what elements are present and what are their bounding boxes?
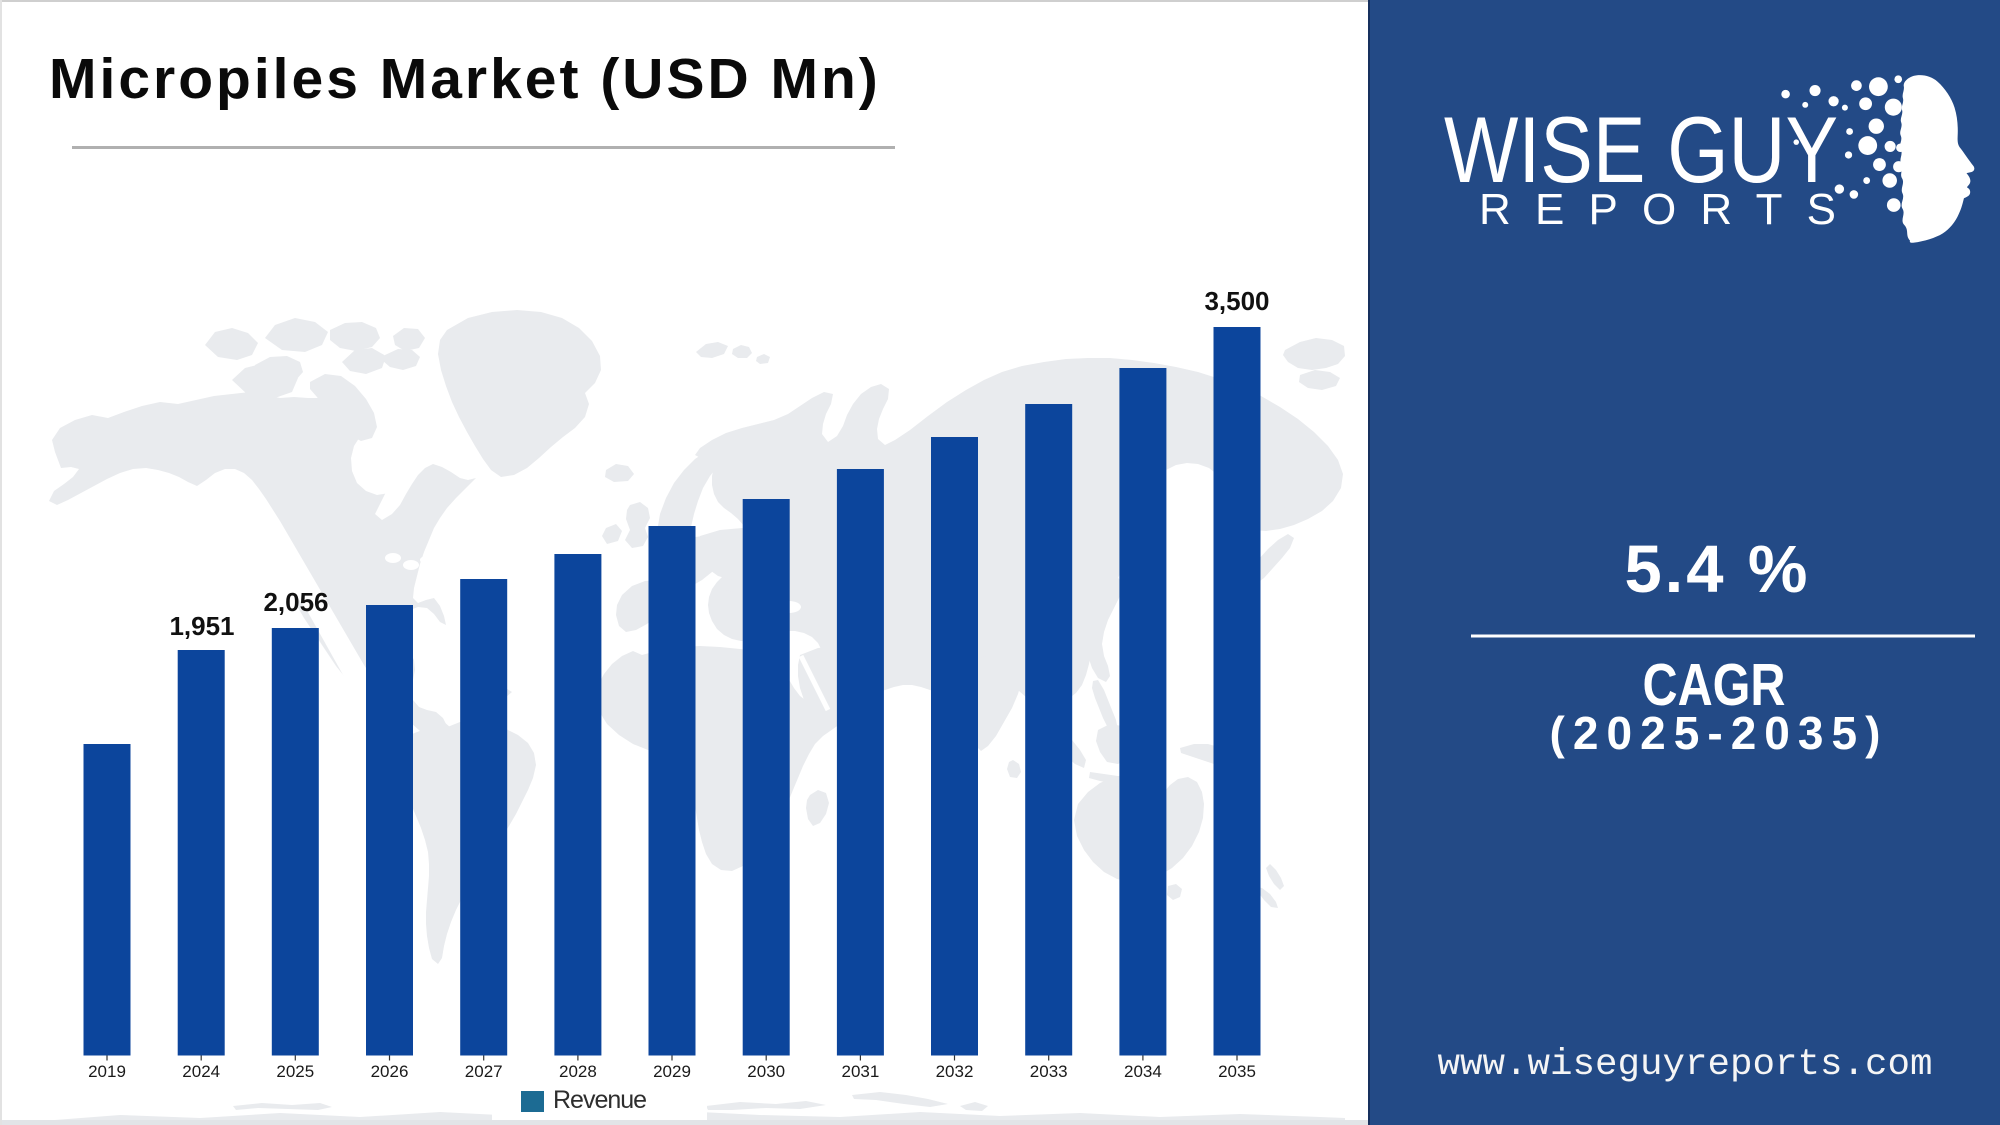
svg-text:2033: 2033 (1030, 1062, 1068, 1081)
svg-text:2028: 2028 (559, 1062, 597, 1081)
svg-text:2024: 2024 (182, 1062, 220, 1081)
svg-text:2027: 2027 (465, 1062, 503, 1081)
svg-text:2032: 2032 (936, 1062, 974, 1081)
svg-text:2031: 2031 (841, 1062, 879, 1081)
svg-text:2030: 2030 (747, 1062, 785, 1081)
svg-text:2025: 2025 (276, 1062, 314, 1081)
svg-text:2029: 2029 (653, 1062, 691, 1081)
svg-text:3,500: 3,500 (1204, 286, 1269, 316)
svg-text:2026: 2026 (371, 1062, 409, 1081)
svg-text:www.wiseguyreports.com: www.wiseguyreports.com (1437, 1044, 1932, 1086)
svg-text:CAGR: CAGR (1643, 652, 1786, 718)
svg-text:Revenue: Revenue (553, 1086, 646, 1114)
svg-text:2035: 2035 (1218, 1062, 1256, 1081)
svg-text:1,951: 1,951 (169, 611, 234, 641)
svg-text:2019: 2019 (88, 1062, 126, 1081)
svg-text:REPORTS: REPORTS (1479, 185, 1836, 234)
svg-text:2034: 2034 (1124, 1062, 1162, 1081)
svg-text:5.4 %: 5.4 % (1625, 532, 1808, 607)
svg-text:2,056: 2,056 (263, 587, 328, 617)
svg-text:WISE GUY: WISE GUY (1444, 97, 1838, 202)
